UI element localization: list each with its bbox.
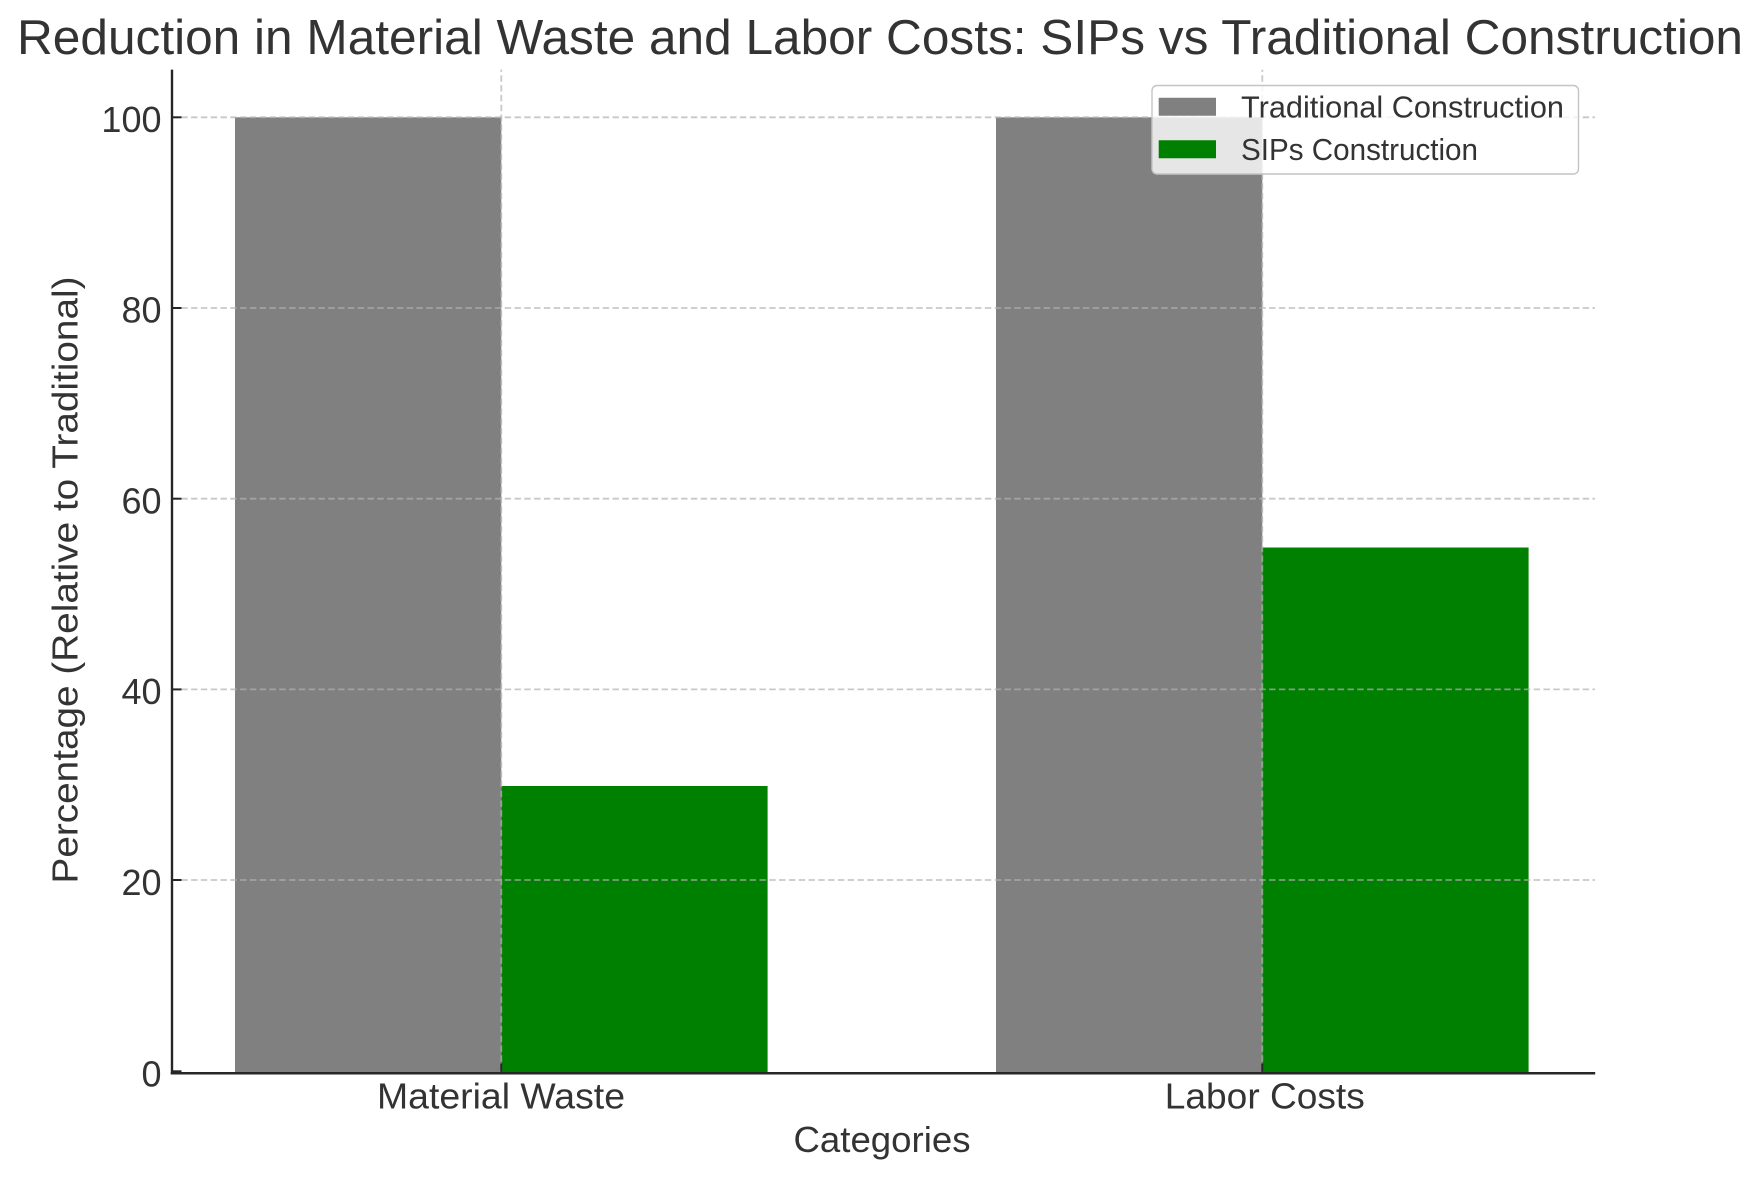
svg-text:100: 100 (101, 99, 161, 140)
svg-text:Material Waste: Material Waste (377, 1075, 625, 1116)
svg-text:Labor Costs: Labor Costs (1165, 1075, 1365, 1116)
svg-text:Reduction in Material Waste an: Reduction in Material Waste and Labor Co… (17, 11, 1743, 65)
svg-text:20: 20 (121, 862, 161, 903)
svg-text:0: 0 (141, 1053, 161, 1094)
svg-text:Categories: Categories (794, 1119, 971, 1160)
svg-text:80: 80 (121, 290, 161, 331)
svg-text:60: 60 (121, 480, 161, 521)
svg-text:Percentage (Relative to Tradit: Percentage (Relative to Traditional) (45, 277, 86, 884)
svg-text:Traditional Construction: Traditional Construction (1241, 90, 1564, 125)
svg-text:40: 40 (121, 671, 161, 712)
svg-text:SIPs Construction: SIPs Construction (1241, 132, 1478, 167)
